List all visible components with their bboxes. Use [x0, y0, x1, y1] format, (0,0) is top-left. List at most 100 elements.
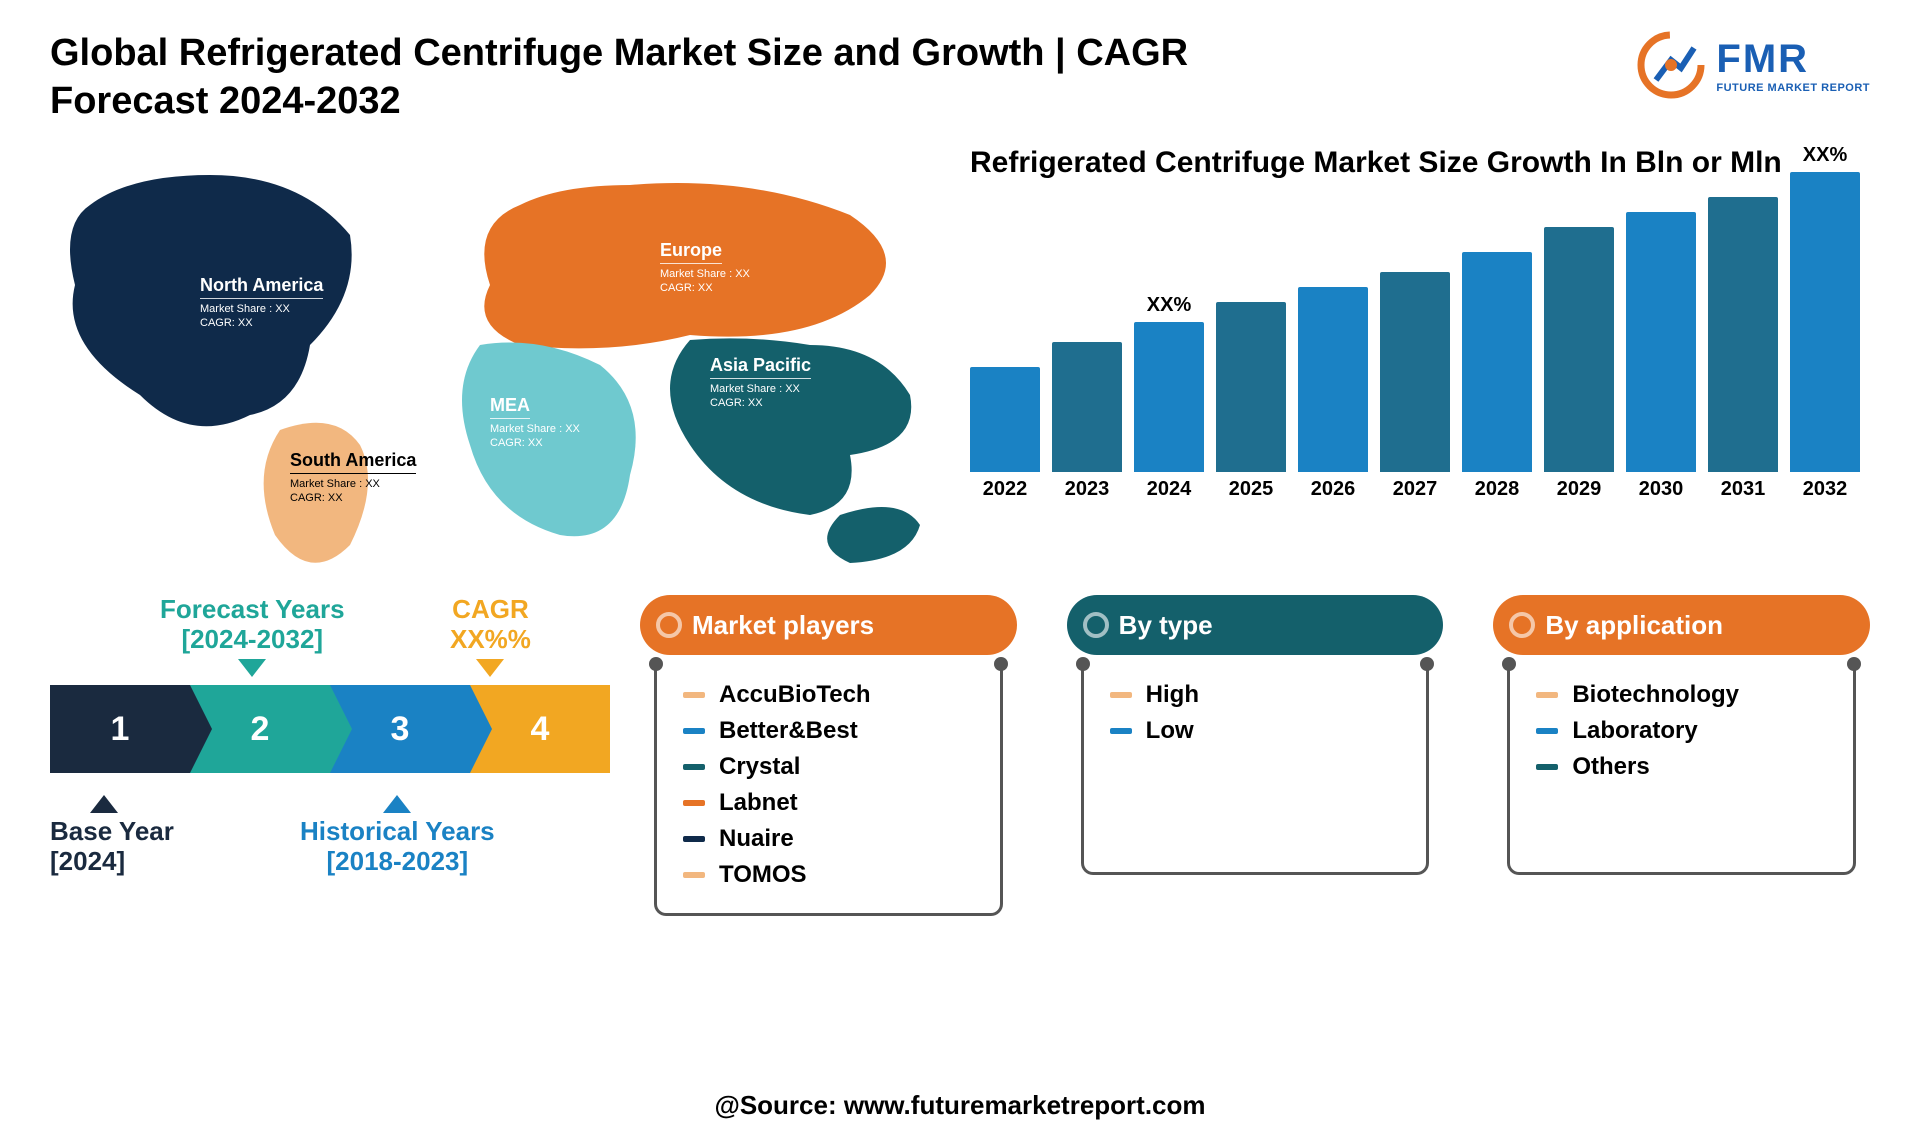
bullet-dash [1536, 764, 1558, 770]
timeline-seg-number: 1 [111, 710, 130, 749]
label-south-america: South America Market Share : XX CAGR: XX [290, 450, 416, 506]
bullet-dash [683, 692, 705, 698]
list-item-label: Crystal [719, 753, 800, 781]
bar-callout: XX% [1147, 294, 1191, 317]
bar-rect [1708, 197, 1778, 472]
by-application-item: Others [1536, 749, 1827, 785]
list-item-label: Better&Best [719, 717, 858, 745]
list-item-label: Nuaire [719, 825, 794, 853]
bullet-dash [1536, 692, 1558, 698]
bar-rect [1380, 272, 1450, 472]
market-players-item: Crystal [683, 749, 974, 785]
market-players-item: Nuaire [683, 821, 974, 857]
annot-historical: Historical Years [2018-2023] [300, 795, 495, 877]
bar-year-label: 2026 [1311, 478, 1356, 501]
bar-rect [1626, 212, 1696, 472]
bullet-dash [1110, 692, 1132, 698]
timeline-seg-number: 4 [531, 710, 550, 749]
annot-forecast: Forecast Years [2024-2032] [160, 595, 345, 677]
market-players-col: Market players AccuBioTech Better&Best Cry… [640, 595, 1017, 916]
market-players-item: AccuBioTech [683, 677, 974, 713]
timeline-seg-number: 2 [251, 710, 270, 749]
by-type-col: By type High Low [1067, 595, 1444, 916]
bullet-dash [683, 836, 705, 842]
bar-2022: 2022 [970, 367, 1040, 501]
bar-year-label: 2028 [1475, 478, 1520, 501]
by-application-col: By application Biotechnology Laboratory Ot… [1493, 595, 1870, 916]
bar-rect [970, 367, 1040, 472]
bar-year-label: 2022 [983, 478, 1028, 501]
list-item-label: Labnet [719, 789, 798, 817]
bar-rect [1298, 287, 1368, 472]
by-application-item: Biotechnology [1536, 677, 1827, 713]
bar-2024: XX% 2024 [1134, 322, 1204, 501]
bar-year-label: 2031 [1721, 478, 1766, 501]
list-item-label: Laboratory [1572, 717, 1697, 745]
list-item-label: High [1146, 681, 1199, 709]
bar-2023: 2023 [1052, 342, 1122, 501]
list-item-label: Others [1572, 753, 1649, 781]
label-mea: MEA Market Share : XX CAGR: XX [490, 395, 580, 451]
label-north-america: North America Market Share : XX CAGR: XX [200, 275, 323, 331]
bar-2032: XX% 2032 [1790, 172, 1860, 501]
bar-year-label: 2023 [1065, 478, 1110, 501]
label-asia-pacific: Asia Pacific Market Share : XX CAGR: XX [710, 355, 811, 411]
market-players-item: TOMOS [683, 857, 974, 893]
bullet-dash [683, 800, 705, 806]
bar-2027: 2027 [1380, 272, 1450, 501]
chart-title: Refrigerated Centrifuge Market Size Grow… [970, 145, 1870, 181]
bullet-dash [1536, 728, 1558, 734]
bar-year-label: 2032 [1803, 478, 1848, 501]
bar-2029: 2029 [1544, 227, 1614, 501]
timeline-seg-number: 3 [391, 710, 410, 749]
list-item-label: TOMOS [719, 861, 807, 889]
bullet-dash [683, 728, 705, 734]
bar-rect [1052, 342, 1122, 472]
list-item-label: Low [1146, 717, 1194, 745]
bullet-dash [683, 764, 705, 770]
by-type-item: Low [1110, 713, 1401, 749]
list-item-label: AccuBioTech [719, 681, 871, 709]
bar-2026: 2026 [1298, 287, 1368, 501]
market-players-item: Better&Best [683, 713, 974, 749]
bar-rect [1462, 252, 1532, 472]
bar-2025: 2025 [1216, 302, 1286, 501]
list-item-label: Biotechnology [1572, 681, 1739, 709]
pill-market-players: Market players [640, 595, 1017, 655]
bar-2028: 2028 [1462, 252, 1532, 501]
bar-rect: XX% [1134, 322, 1204, 472]
bullet-dash [683, 872, 705, 878]
fmr-logo-icon [1636, 30, 1706, 100]
bullet-dash [1110, 728, 1132, 734]
logo-subtext: FUTURE MARKET REPORT [1716, 82, 1870, 94]
bar-callout: XX% [1803, 144, 1847, 167]
by-application-item: Laboratory [1536, 713, 1827, 749]
regions-map: North America Market Share : XX CAGR: XX… [50, 145, 930, 565]
market-players-item: Labnet [683, 785, 974, 821]
annot-cagr: CAGR XX%% [450, 595, 531, 677]
logo-text: FMR [1716, 37, 1870, 82]
logo: FMR FUTURE MARKET REPORT [1636, 30, 1870, 100]
by-type-item: High [1110, 677, 1401, 713]
bar-rect [1544, 227, 1614, 472]
bar-2030: 2030 [1626, 212, 1696, 501]
timeline: Forecast Years [2024-2032] CAGR XX%% 1 2 3… [50, 595, 610, 916]
annot-base: Base Year [2024] [50, 795, 174, 877]
label-europe: Europe Market Share : XX CAGR: XX [660, 240, 750, 296]
pill-by-application: By application [1493, 595, 1870, 655]
source-text: @Source: www.futuremarketreport.com [714, 1090, 1205, 1121]
bar-year-label: 2024 [1147, 478, 1192, 501]
bar-rect [1216, 302, 1286, 472]
bar-year-label: 2027 [1393, 478, 1438, 501]
bar-2031: 2031 [1708, 197, 1778, 501]
pill-by-type: By type [1067, 595, 1444, 655]
bar-year-label: 2029 [1557, 478, 1602, 501]
growth-bar-chart: Refrigerated Centrifuge Market Size Grow… [970, 145, 1870, 565]
categories: Market players AccuBioTech Better&Best Cry… [640, 595, 1870, 916]
bar-year-label: 2025 [1229, 478, 1274, 501]
header: Global Refrigerated Centrifuge Market Si… [50, 30, 1870, 125]
page-title: Global Refrigerated Centrifuge Market Si… [50, 30, 1350, 125]
timeline-seg-1: 1 [50, 685, 190, 773]
bar-rect: XX% [1790, 172, 1860, 472]
bar-year-label: 2030 [1639, 478, 1684, 501]
